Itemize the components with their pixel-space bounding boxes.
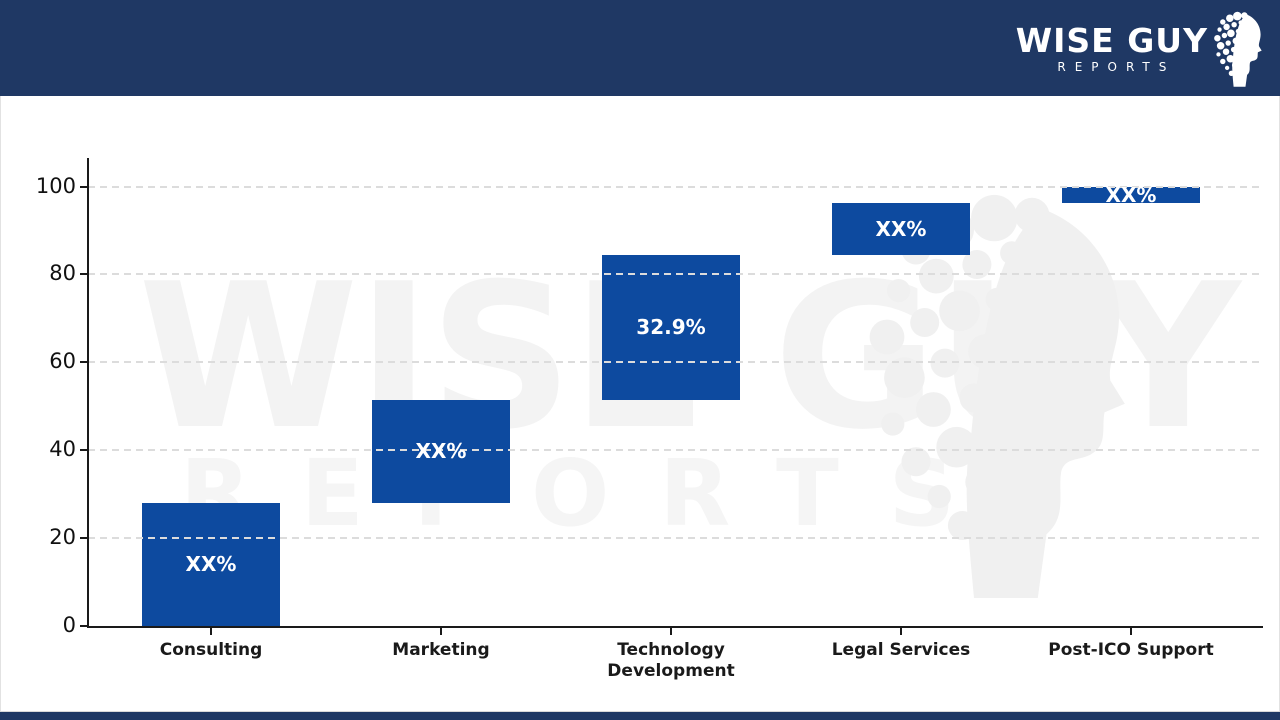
- x-tick-mark: [210, 628, 212, 635]
- waterfall-bar-4: [832, 203, 970, 256]
- waterfall-bar-3: [602, 255, 740, 400]
- grid-line-40: [88, 449, 1260, 452]
- y-axis-line: [87, 158, 89, 628]
- brand-name: WISE GUY: [1015, 20, 1208, 60]
- waterfall-bar-5: [1062, 186, 1200, 204]
- bar-value-label: XX%: [415, 439, 467, 464]
- y-tick-label: 60: [49, 349, 76, 374]
- x-tick-mark: [1130, 628, 1132, 635]
- y-tick-label: 100: [35, 173, 76, 198]
- header-bar: [0, 0, 1280, 96]
- brand-subtitle: REPORTS: [1057, 60, 1176, 75]
- y-tick-label: 0: [62, 613, 76, 637]
- y-tick-label: 80: [49, 261, 76, 286]
- x-tick-mark: [670, 628, 672, 635]
- x-tick-label: Consulting: [159, 640, 263, 660]
- watermark-reports-text: REPORTS: [180, 440, 1006, 547]
- y-tick-mark: [80, 361, 87, 364]
- x-tick-mark: [440, 628, 442, 635]
- x-tick-mark: [900, 628, 902, 635]
- y-tick-mark: [80, 185, 87, 188]
- y-tick-mark: [80, 449, 87, 452]
- brand-logo-text: WISE GUY REPORTS: [1015, 20, 1208, 75]
- waterfall-bar-2: [372, 399, 510, 503]
- bar-value-label: XX%: [1105, 182, 1157, 207]
- grid-line-100: [88, 185, 1260, 188]
- footer-bar: [0, 712, 1280, 720]
- bar-value-label: 32.9%: [636, 315, 706, 340]
- grid-line-80: [88, 273, 1260, 276]
- y-tick-mark: [80, 537, 87, 540]
- bar-value-label: XX%: [875, 217, 927, 242]
- x-axis-line: [87, 626, 1263, 628]
- brand-logo: WISE GUY REPORTS: [1016, 8, 1266, 90]
- grid-line-20: [88, 537, 1260, 540]
- y-tick-mark: [80, 273, 87, 276]
- y-tick-mark: [80, 625, 87, 627]
- y-tick-label: 40: [49, 437, 76, 462]
- x-tick-label: Legal Services: [831, 640, 971, 660]
- grid-line-60: [88, 361, 1260, 364]
- bar-value-label: XX%: [185, 552, 237, 577]
- x-tick-label: Technology Development: [607, 640, 735, 681]
- x-tick-label: Marketing: [392, 640, 490, 660]
- x-tick-label: Post-ICO Support: [1048, 640, 1214, 660]
- y-tick-label: 20: [49, 525, 76, 550]
- brand-head-icon: [1212, 10, 1266, 88]
- waterfall-bar-1: [142, 502, 280, 626]
- footer-divider: [0, 711, 1280, 712]
